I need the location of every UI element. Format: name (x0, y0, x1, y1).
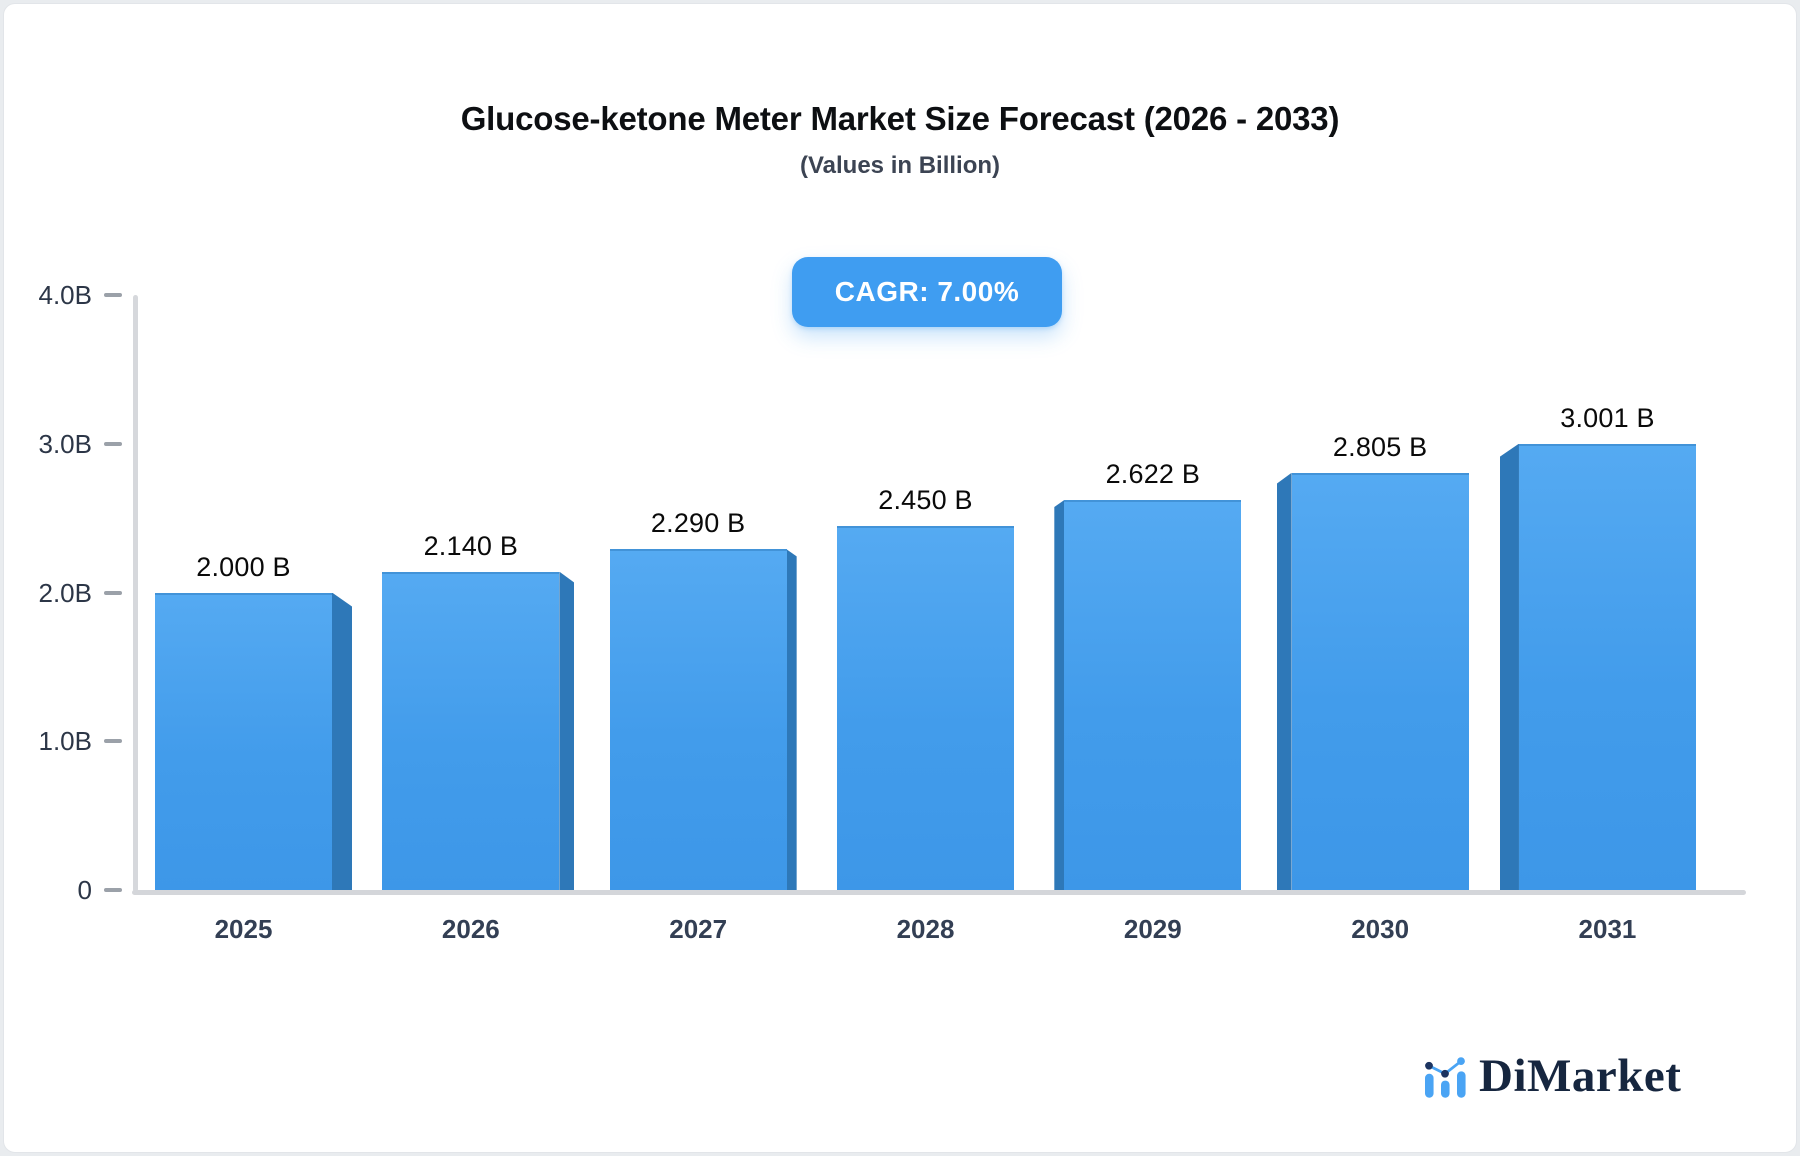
bar-2026: 2.140 B (382, 531, 575, 890)
chart-subtitle: (Values in Billion) (799, 152, 1001, 179)
bar-value-label-2029: 2.622 B (1105, 458, 1201, 489)
y-tick-label-0: 0 (77, 875, 92, 905)
bar-face (1518, 443, 1696, 890)
bar-2029: 2.622 B (1054, 459, 1242, 890)
y-tick-label-4.0B: 4.0B (38, 280, 93, 310)
bar-face (836, 525, 1014, 890)
cagr-badge: CAGR: 7.00% (792, 257, 1062, 327)
bar-value-label-2027: 2.290 B (650, 508, 746, 539)
bar-2027: 2.290 B (609, 508, 797, 890)
bar-face (382, 571, 560, 890)
bar-value-label-2030: 2.805 B (1332, 431, 1428, 462)
x-axis-label-2028: 2028 (896, 914, 955, 944)
bar-2030: 2.805 B (1276, 432, 1469, 890)
y-tick-mark (104, 888, 122, 892)
x-axis-label-2026: 2026 (441, 914, 500, 944)
dimarket-logo-text: DiMarket (1479, 1050, 1682, 1102)
bar-face (1291, 472, 1469, 890)
y-tick-label-3.0B: 3.0B (38, 428, 93, 459)
y-axis-line (133, 295, 138, 892)
x-axis-label-2027: 2027 (669, 914, 728, 944)
bar-side-face (559, 571, 575, 890)
x-axis-line (132, 890, 1746, 895)
y-tick-label-1.0B: 1.0B (38, 726, 93, 757)
bar-side-face (1054, 499, 1065, 890)
bar-2025: 2.000 B (155, 552, 352, 890)
x-axis-label-2030: 2030 (1351, 914, 1410, 944)
bar-side-face (332, 592, 352, 890)
dimarket-logo: DiMarket (1422, 1044, 1681, 1108)
y-tick-mark (104, 293, 122, 297)
bar-face (155, 592, 332, 890)
bar-value-label-2026: 2.140 B (423, 530, 519, 561)
y-tick-mark (104, 441, 122, 446)
bar-2028: 2.450 B (836, 485, 1014, 890)
bar-side-face (1276, 472, 1292, 890)
y-tick-mark (104, 739, 122, 744)
x-axis-label-2031: 2031 (1578, 914, 1637, 944)
bar-value-label-2025: 2.000 B (196, 551, 291, 582)
x-axis-label-2029: 2029 (1123, 914, 1182, 944)
chart-card: Glucose-ketone Meter Market Size Forecas… (3, 3, 1797, 1153)
bar-2031: 3.001 B (1499, 403, 1696, 890)
bar-value-label-2028: 2.450 B (878, 484, 973, 515)
chart-title: Glucose-ketone Meter Market Size Forecas… (460, 100, 1340, 137)
bar-side-face (786, 549, 797, 890)
bar-value-label-2031: 3.001 B (1560, 402, 1655, 433)
bar-face (609, 549, 787, 890)
cagr-badge-label: CAGR: 7.00% (834, 276, 1020, 307)
y-tick-label-2.0B: 2.0B (38, 577, 93, 608)
bar-chart-logo-icon (1425, 1057, 1466, 1098)
bar-face (1064, 499, 1242, 890)
bar-side-face (1499, 443, 1519, 890)
x-axis-label-2025: 2025 (214, 914, 273, 944)
y-tick-mark (104, 590, 122, 595)
